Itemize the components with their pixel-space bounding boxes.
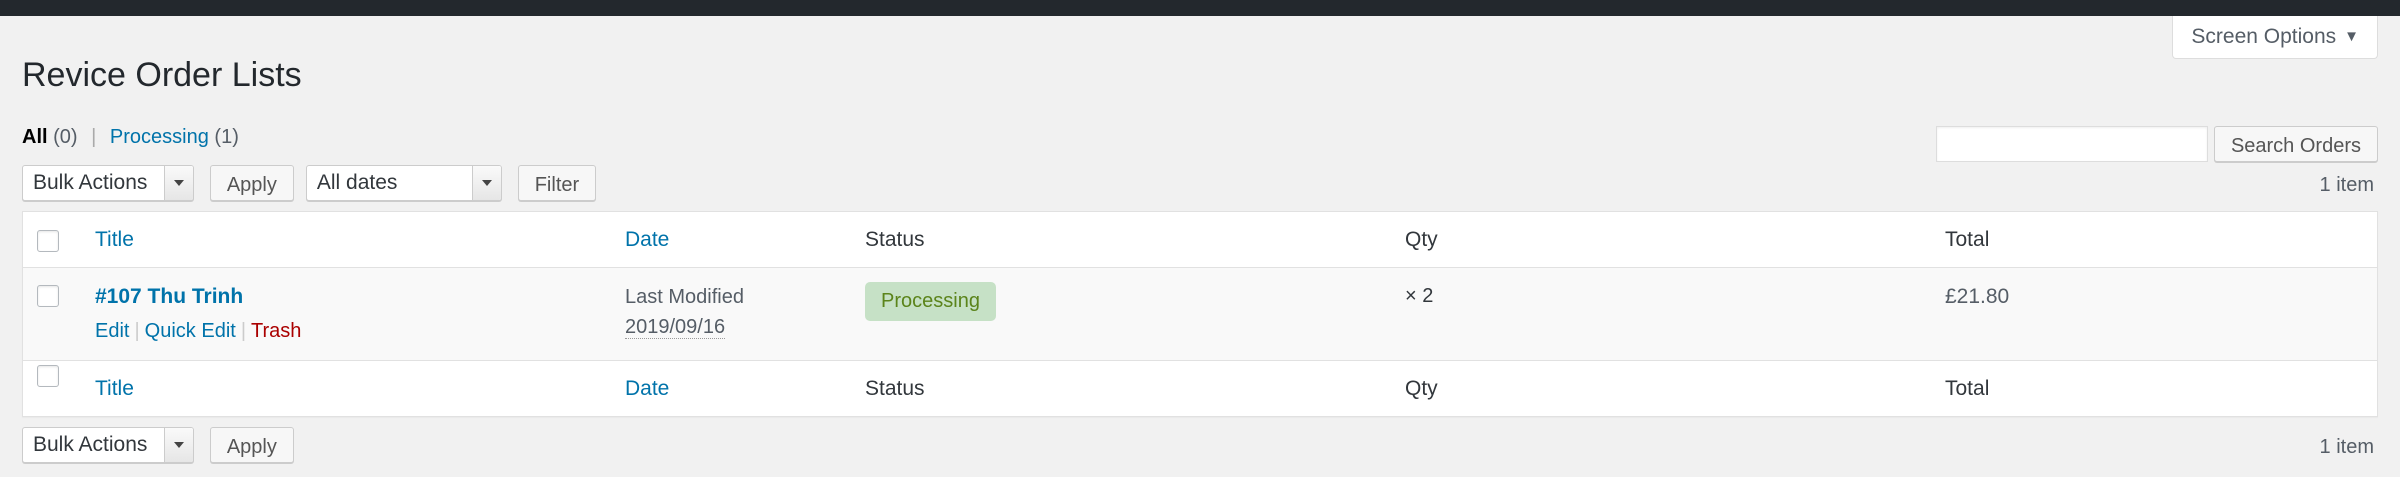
row-action-divider: | <box>240 319 247 342</box>
bulk-actions-select-bottom[interactable]: Bulk Actions <box>22 427 194 464</box>
column-footer-date-link[interactable]: Date <box>625 376 670 400</box>
orders-table-foot: Title Date Status Qty Total <box>22 360 2378 416</box>
row-actions: Edit | Quick Edit | Trash <box>95 312 605 346</box>
chevron-down-icon: ▼ <box>2344 28 2359 45</box>
page-body: Revice Order Lists All (0) | Processing … <box>0 44 2400 473</box>
bulk-actions-bottom: Bulk Actions Apply <box>22 427 306 464</box>
status-filter-all[interactable]: All (0) | <box>22 117 104 157</box>
column-header-title[interactable]: Title <box>85 212 615 268</box>
status-filter-separator: | <box>91 126 97 149</box>
bulk-actions-select-wrap-top: Bulk Actions <box>22 165 194 202</box>
select-all-footer <box>23 360 86 416</box>
bulk-actions-select-wrap-bottom: Bulk Actions <box>22 427 194 464</box>
column-header-qty: Qty <box>1405 228 1438 252</box>
column-header-date-link[interactable]: Date <box>625 228 670 252</box>
order-title-link[interactable]: #107 Thu Trinh <box>95 285 244 309</box>
status-filter-all-link[interactable]: All <box>22 126 48 149</box>
row-action-quick-edit[interactable]: Quick Edit <box>144 319 236 342</box>
column-footer-title[interactable]: Title <box>85 360 615 416</box>
bulk-actions-select-top[interactable]: Bulk Actions <box>22 165 194 202</box>
displaying-num-top: 1 item <box>2319 174 2374 197</box>
tablenav-top: Bulk Actions Apply All dates Filter 1 it… <box>22 165 2378 211</box>
tablenav-bottom: Bulk Actions Apply 1 item <box>22 427 2378 473</box>
screen-meta-links: Screen Options ▼ <box>2172 16 2378 60</box>
search-input[interactable] <box>1935 126 2208 162</box>
row-date-cell: Last Modified 2019/09/16 <box>615 268 855 360</box>
row-action-edit[interactable]: Edit <box>95 319 130 342</box>
table-header-row: Title Date Status Qty Total <box>22 212 2378 268</box>
filter-button[interactable]: Filter <box>517 165 597 202</box>
date-filter-actions: All dates Filter <box>305 165 608 202</box>
orders-table-body: #107 Thu Trinh Edit | Quick Edit | Trash Las… <box>22 267 2378 361</box>
row-total-cell: £21.80 <box>1945 285 2010 309</box>
row-action-trash[interactable]: Trash <box>251 319 302 342</box>
page-title: Revice Order Lists <box>22 56 302 94</box>
status-filter-list: All (0) | Processing (1) <box>22 117 239 157</box>
row-select-checkbox[interactable] <box>37 285 59 308</box>
row-title-cell: #107 Thu Trinh Edit | Quick Edit | Trash <box>85 268 615 360</box>
apply-button-bottom[interactable]: Apply <box>209 427 294 464</box>
status-filter-processing-link[interactable]: Processing <box>109 126 209 149</box>
column-footer-title-link[interactable]: Title <box>95 376 134 400</box>
table-footer-row: Title Date Status Qty Total <box>22 360 2378 416</box>
row-action-divider: | <box>134 319 140 342</box>
column-footer-status: Status <box>865 376 925 400</box>
status-badge: Processing <box>865 282 996 322</box>
column-header-title-link[interactable]: Title <box>95 228 134 252</box>
row-date-label: Last Modified <box>625 286 744 309</box>
date-filter-select[interactable]: All dates <box>305 165 502 202</box>
select-all-header <box>23 212 86 268</box>
status-filter-all-count: (0) <box>53 126 78 149</box>
status-filter-processing[interactable]: Processing (1) <box>110 117 239 157</box>
screen-options-tab[interactable]: Screen Options ▼ <box>2172 16 2378 60</box>
search-box: Search Orders <box>1935 126 2378 162</box>
orders-table: Title Date Status Qty Total #107 Thu Tri… <box>22 211 2378 418</box>
column-footer-qty: Qty <box>1405 376 1438 400</box>
column-header-status: Status <box>865 228 925 252</box>
displaying-num-bottom: 1 item <box>2319 436 2374 459</box>
column-header-total: Total <box>1945 228 1990 252</box>
select-all-checkbox-top[interactable] <box>37 230 59 253</box>
status-filter-processing-count: (1) <box>214 126 239 149</box>
row-select-cell <box>23 268 86 360</box>
column-header-date[interactable]: Date <box>615 212 855 268</box>
table-row: #107 Thu Trinh Edit | Quick Edit | Trash Las… <box>22 267 2378 361</box>
row-date-value: 2019/09/16 <box>625 316 726 340</box>
row-status-cell: Processing <box>855 268 1395 360</box>
date-filter-select-wrap: All dates <box>305 165 502 202</box>
bulk-actions-top: Bulk Actions Apply <box>22 165 306 202</box>
apply-button-top[interactable]: Apply <box>209 165 294 202</box>
search-orders-button[interactable]: Search Orders <box>2213 126 2378 162</box>
orders-table-head: Title Date Status Qty Total <box>22 212 2378 268</box>
column-footer-total: Total <box>1945 376 1990 400</box>
screen-options-label: Screen Options <box>2191 25 2337 48</box>
admin-bar <box>0 0 2400 16</box>
select-all-checkbox-bottom[interactable] <box>37 364 59 387</box>
column-footer-date[interactable]: Date <box>615 360 855 416</box>
row-qty-cell: × 2 <box>1405 285 1434 308</box>
